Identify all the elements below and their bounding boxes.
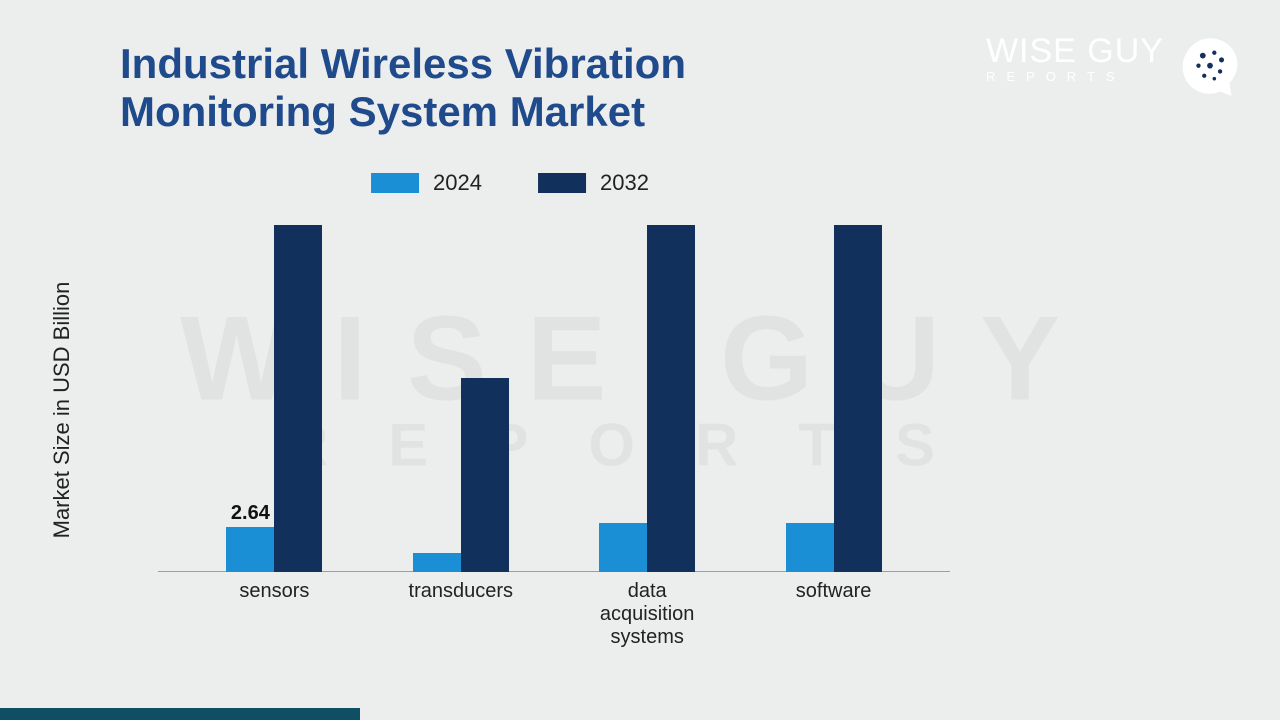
head-icon (1174, 34, 1246, 106)
chart-area: 2024 2032 Market Size in USD Billion sen… (70, 170, 950, 650)
bar-2032 (834, 225, 882, 572)
bar-2024 (599, 523, 647, 572)
legend-swatch-2032 (538, 173, 586, 193)
brand-logo: WISE GUY REPORTS (986, 34, 1246, 106)
bar-2024 (413, 553, 461, 572)
bar-data-label: 2.64 (231, 502, 270, 525)
legend-item-2032: 2032 (538, 170, 649, 196)
legend: 2024 2032 (371, 170, 649, 196)
chart-title: Industrial Wireless Vibration Monitoring… (120, 40, 760, 137)
right-navy-panel (960, 0, 1280, 720)
bar-group: sensors (204, 225, 344, 572)
legend-item-2024: 2024 (371, 170, 482, 196)
bar-2032 (647, 225, 695, 572)
x-tick-label: data acquisition systems (600, 580, 695, 649)
bar-2032 (274, 225, 322, 572)
x-tick-label: software (796, 580, 872, 603)
bar-2024 (226, 527, 274, 572)
canvas: WISE GUY REPORTS WISE GUY REPORTS Indust… (0, 0, 1280, 720)
legend-swatch-2024 (371, 173, 419, 193)
bar-2032 (461, 378, 509, 572)
legend-label-2032: 2032 (600, 170, 649, 196)
y-axis-label: Market Size in USD Billion (49, 282, 75, 539)
brand-name: WISE GUY (986, 32, 1164, 70)
brand-sub: REPORTS (986, 70, 1164, 83)
bar-group: transducers (391, 378, 531, 572)
bar-group: data acquisition systems (577, 225, 717, 572)
legend-label-2024: 2024 (433, 170, 482, 196)
plot-region: sensors2.64 transducers data acquisition s… (158, 200, 950, 572)
x-tick-label: transducers (409, 580, 514, 603)
bottom-accent-bar (0, 708, 360, 720)
bar-group: software (764, 225, 904, 572)
x-tick-label: sensors (239, 580, 309, 603)
bar-2024 (786, 523, 834, 572)
